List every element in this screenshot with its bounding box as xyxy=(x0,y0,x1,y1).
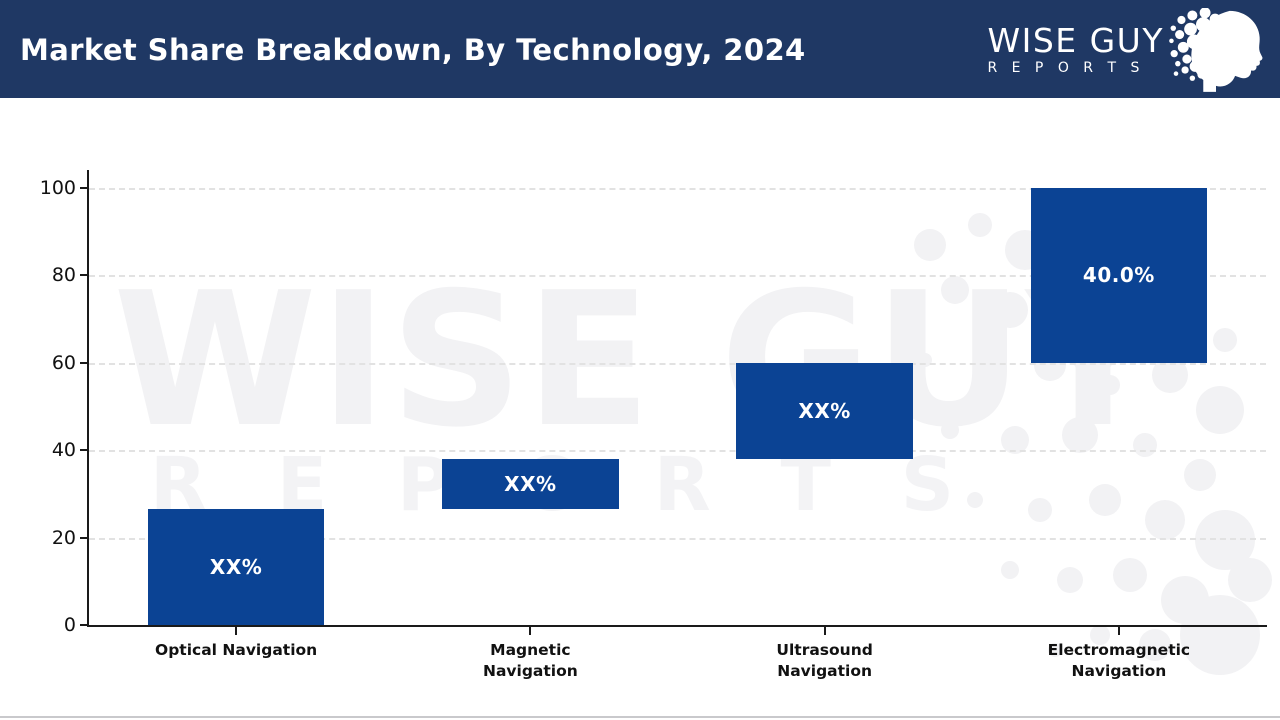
logo-sub-text: R E P O R T S xyxy=(987,59,1145,76)
y-tick-mark-100 xyxy=(80,187,89,189)
gridline-y-20 xyxy=(89,537,1266,540)
y-axis-line xyxy=(87,170,89,627)
y-tick-label-40: 40 xyxy=(51,439,76,462)
x-tick-mark-magnetic-navigation xyxy=(529,627,532,635)
y-tick-label-20: 20 xyxy=(51,526,76,549)
x-tick-label-magnetic-navigation: Magnetic Navigation xyxy=(390,640,670,682)
x-tick-label-line: Navigation xyxy=(777,661,873,680)
y-tick-mark-80 xyxy=(80,274,89,277)
chart-title: Market Share Breakdown, By Technology, 2… xyxy=(20,33,806,67)
x-tick-label-line: Electromagnetic xyxy=(1047,641,1191,659)
gridline-y-60 xyxy=(89,362,1266,365)
gridline-y-100 xyxy=(89,188,1266,190)
bar-value-label-magnetic-navigation: XX% xyxy=(504,472,557,497)
gridline-y-40 xyxy=(89,450,1266,453)
x-tick-label-line: Navigation xyxy=(482,661,578,680)
y-tick-label-80: 80 xyxy=(51,264,76,287)
x-tick-label-line: Navigation xyxy=(1071,661,1167,680)
wiseguy-logo-text: WISE GUY R E P O R T S xyxy=(987,24,1164,76)
x-tick-label-line: Magnetic xyxy=(490,641,571,659)
y-tick-mark-60 xyxy=(80,361,89,364)
x-tick-label-line: Ultrasound xyxy=(776,641,873,659)
wiseguy-logo: WISE GUY R E P O R T S xyxy=(987,6,1266,94)
y-tick-label-100: 100 xyxy=(39,177,76,199)
logo-brand-text: WISE GUY xyxy=(987,21,1164,61)
x-tick-mark-optical-navigation xyxy=(235,627,238,635)
bar-value-label-ultrasound-navigation: XX% xyxy=(798,398,851,423)
y-tick-label-0: 0 xyxy=(63,614,76,636)
logo-head-icon xyxy=(1169,8,1263,92)
x-axis-line xyxy=(87,625,1267,627)
x-tick-label-ultrasound-navigation: Ultrasound Navigation xyxy=(685,640,965,682)
bar-value-label-electromagnetic-navigation: 40.0% xyxy=(1082,263,1155,288)
gridline-y-80 xyxy=(89,275,1266,278)
bar-ultrasound-navigation: XX% xyxy=(736,362,913,459)
bar-optical-navigation: XX% xyxy=(147,509,325,625)
y-tick-label-60: 60 xyxy=(51,351,76,374)
x-tick-mark-electromagnetic-navigation xyxy=(1117,627,1120,635)
bar-electromagnetic-navigation: 40.0% xyxy=(1030,188,1208,363)
bar-magnetic-navigation: XX% xyxy=(442,458,619,510)
y-tick-mark-0 xyxy=(80,624,89,626)
x-tick-label-line: Optical Navigation xyxy=(155,641,318,659)
y-tick-mark-40 xyxy=(80,449,89,452)
header-bar: Market Share Breakdown, By Technology, 2… xyxy=(0,0,1280,98)
y-tick-mark-20 xyxy=(80,536,89,539)
bar-value-label-optical-navigation: XX% xyxy=(209,555,263,580)
footer-divider xyxy=(0,716,1280,718)
x-tick-mark-ultrasound-navigation xyxy=(823,627,826,635)
x-tick-label-electromagnetic-navigation: Electromagnetic Navigation xyxy=(979,640,1259,682)
x-tick-label-optical-navigation: Optical Navigation xyxy=(96,640,376,661)
plot-area: XX% XX% XX% 40.0% xyxy=(89,188,1266,625)
